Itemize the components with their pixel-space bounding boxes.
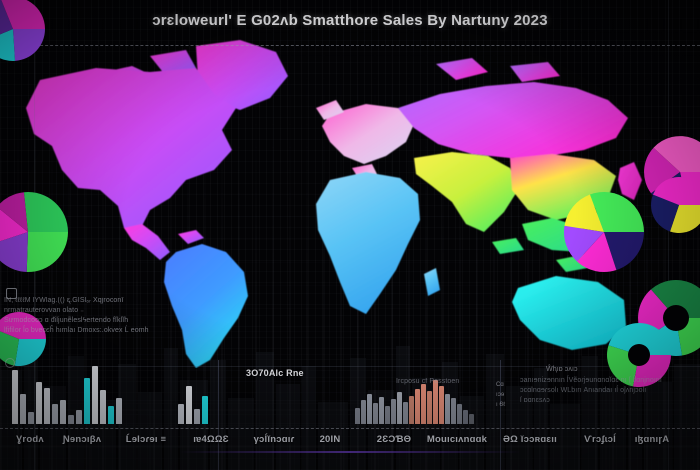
bar [361, 400, 366, 424]
map-region-africa [316, 172, 420, 314]
bar [52, 404, 58, 424]
bar [28, 412, 34, 424]
axis-label: 20IN [319, 434, 341, 445]
bar [421, 384, 426, 424]
bottom-axis: Ɣrodʌ Ɲɘnɔıβʌ Ĺɘlɔɾɘı ≡ ıɐ4ΩΩƐ γɔĺĭnɔɑıɾ… [0, 428, 700, 470]
bar [60, 400, 66, 424]
bar [202, 396, 208, 424]
axis-label: 2ƐƆƁΘ [376, 434, 412, 445]
bar-legend-item-2: ıɔɘ [496, 392, 505, 398]
bar [84, 378, 90, 424]
right-mini-label: Ŵⱨıɒ ɔʌıɔ [546, 366, 578, 373]
bar [415, 389, 420, 424]
axis-label: Ɲɘnɔıβʌ [62, 434, 102, 445]
bar [367, 394, 372, 424]
dot-icon [5, 358, 15, 368]
bar-chart-bottom-right [355, 366, 474, 424]
bar [397, 392, 402, 424]
bar-legend-item-3: ı Ꮾℓ [496, 402, 506, 408]
bar [433, 380, 438, 424]
bar [12, 370, 18, 424]
bar [44, 388, 50, 424]
pie-chart-right-mid [556, 184, 652, 280]
bar [409, 396, 414, 424]
axis-label: ıɮɑnıɼA [634, 434, 670, 445]
bar [463, 410, 468, 424]
bar [20, 394, 26, 424]
bar-legend-item-1: Ĉɑ [496, 382, 504, 388]
bar [68, 415, 74, 424]
bar-chart-right-label: Ircposu cf Pesstoen [396, 378, 460, 385]
divider-top [0, 45, 700, 46]
bar [445, 394, 450, 424]
right-description-text: ɔanıɘnizɘnnın ĺVẽoɾjɘunɑnɑĭɑɛ nı [ ĺlɑnj… [520, 377, 662, 404]
bar [36, 382, 42, 424]
bar [194, 409, 200, 424]
bar [373, 403, 378, 424]
bar [76, 410, 82, 424]
pie-slice-group [0, 191, 69, 273]
bar [391, 399, 396, 424]
bar [439, 386, 444, 424]
bar [355, 408, 360, 424]
bar [427, 391, 432, 424]
bar [469, 414, 474, 424]
bar [108, 406, 114, 424]
bar [379, 397, 384, 424]
axis-label: Ѵrɔʄɩɔĺ [584, 434, 616, 445]
bar [116, 398, 122, 424]
bar [100, 390, 106, 424]
bar [451, 398, 456, 424]
bar [457, 404, 462, 424]
bar [186, 386, 192, 424]
bar [385, 406, 390, 424]
bar [92, 366, 98, 424]
axis-label: Mouıcıʌnɑɑk [426, 434, 488, 445]
page-title: ɔrɛloweurl' E G02ʌb Smatthore Sales By N… [152, 12, 548, 29]
bar-chart-bottom-left [12, 366, 122, 424]
center-callout-label: 3O70Alc Rne [246, 368, 304, 378]
axis-label: Ɣrodʌ [16, 434, 44, 445]
axis-label: Ĺɘlɔɾɘı ≡ [125, 434, 167, 445]
bar-chart-bottom-left-2 [178, 366, 208, 424]
axis-label: ıɐ4ΩΩƐ [193, 434, 229, 445]
info-icon [6, 288, 17, 299]
map-region-south-asia [414, 152, 518, 232]
pie-chart-left-top [0, 0, 50, 66]
bar [403, 402, 408, 424]
left-description-text: IN, ℓℓℓℓM lYWlag.(() ᶓ.GISl₆ᵣ Xqjrᴏcᴏnĩ … [4, 297, 149, 334]
pie-chart-right-yellow [644, 170, 700, 240]
pie-chart-left [0, 186, 74, 278]
map-region-south-america [164, 244, 248, 368]
map-region-russia-asia [398, 82, 628, 158]
bar [178, 404, 184, 424]
axis-label: ƏΩ ĭɔɔʀɑɛıı [503, 434, 557, 445]
axis-label: γɔĺĭnɔɑıɾ [253, 434, 295, 445]
